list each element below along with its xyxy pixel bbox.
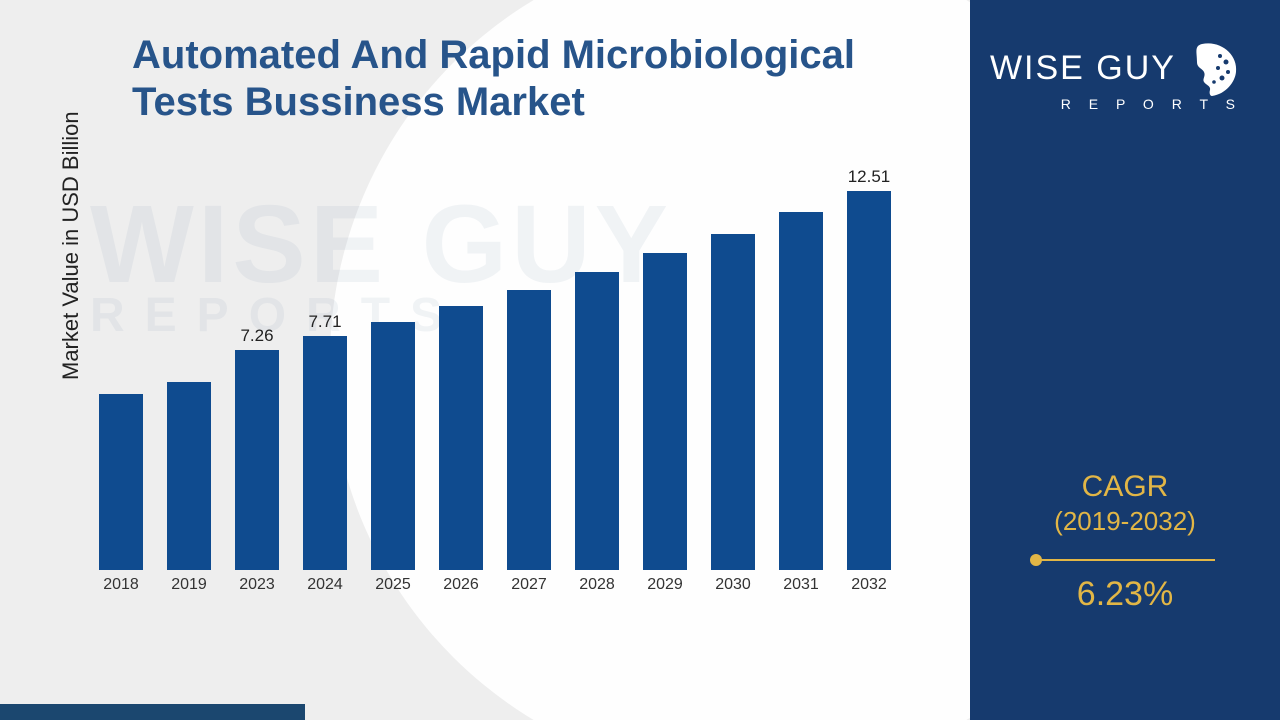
x-tick-label: 2026 — [431, 576, 491, 594]
brand-logo-main: WISE GUY — [990, 38, 1242, 98]
chart-plot-area: 7.26 7.71 12.51 — [95, 170, 915, 570]
chart-bar — [439, 306, 483, 570]
x-tick-label: 2030 — [703, 576, 763, 594]
brand-logo-sub: R E P O R T S — [990, 96, 1242, 112]
bar-value-label: 7.26 — [227, 326, 287, 346]
brand-logo: WISE GUY R E P O R T S — [990, 38, 1242, 112]
bar-value-label: 12.51 — [839, 167, 899, 187]
chart-bar — [711, 234, 755, 570]
cagr-value: 6.23% — [1010, 575, 1240, 614]
cagr-label: CAGR — [1010, 470, 1240, 504]
chart-bar — [575, 272, 619, 570]
x-tick-label: 2027 — [499, 576, 559, 594]
x-tick-label: 2032 — [839, 576, 899, 594]
head-icon — [1182, 38, 1242, 98]
x-tick-label: 2025 — [363, 576, 423, 594]
x-tick-label: 2028 — [567, 576, 627, 594]
x-tick-label: 2019 — [159, 576, 219, 594]
x-tick-label: 2031 — [771, 576, 831, 594]
infographic-canvas: Automated And Rapid Microbiological Test… — [0, 0, 1280, 720]
chart-bar — [847, 191, 891, 570]
cagr-period: (2019-2032) — [1010, 506, 1240, 537]
bottom-strip-accent — [0, 704, 305, 720]
x-tick-label: 2018 — [91, 576, 151, 594]
chart-bar — [779, 212, 823, 570]
chart-bar — [99, 394, 143, 570]
brand-logo-text: WISE GUY — [990, 49, 1176, 88]
chart-bar — [371, 322, 415, 570]
bar-value-label: 7.71 — [295, 312, 355, 332]
cagr-divider — [1035, 559, 1215, 561]
x-tick-label: 2024 — [295, 576, 355, 594]
x-tick-label: 2029 — [635, 576, 695, 594]
chart-bar — [167, 382, 211, 570]
chart-bar — [303, 336, 347, 570]
chart-bar — [235, 350, 279, 570]
chart-x-axis: 2018201920232024202520262027202820292030… — [95, 570, 915, 600]
bar-chart: 7.267.7112.51 20182019202320242025202620… — [95, 170, 915, 600]
chart-bar — [507, 290, 551, 570]
x-tick-label: 2023 — [227, 576, 287, 594]
cagr-box: CAGR (2019-2032) 6.23% — [1010, 470, 1240, 614]
chart-title: Automated And Rapid Microbiological Test… — [132, 32, 892, 126]
chart-bar — [643, 253, 687, 570]
y-axis-label: Market Value in USD Billion — [58, 111, 84, 380]
